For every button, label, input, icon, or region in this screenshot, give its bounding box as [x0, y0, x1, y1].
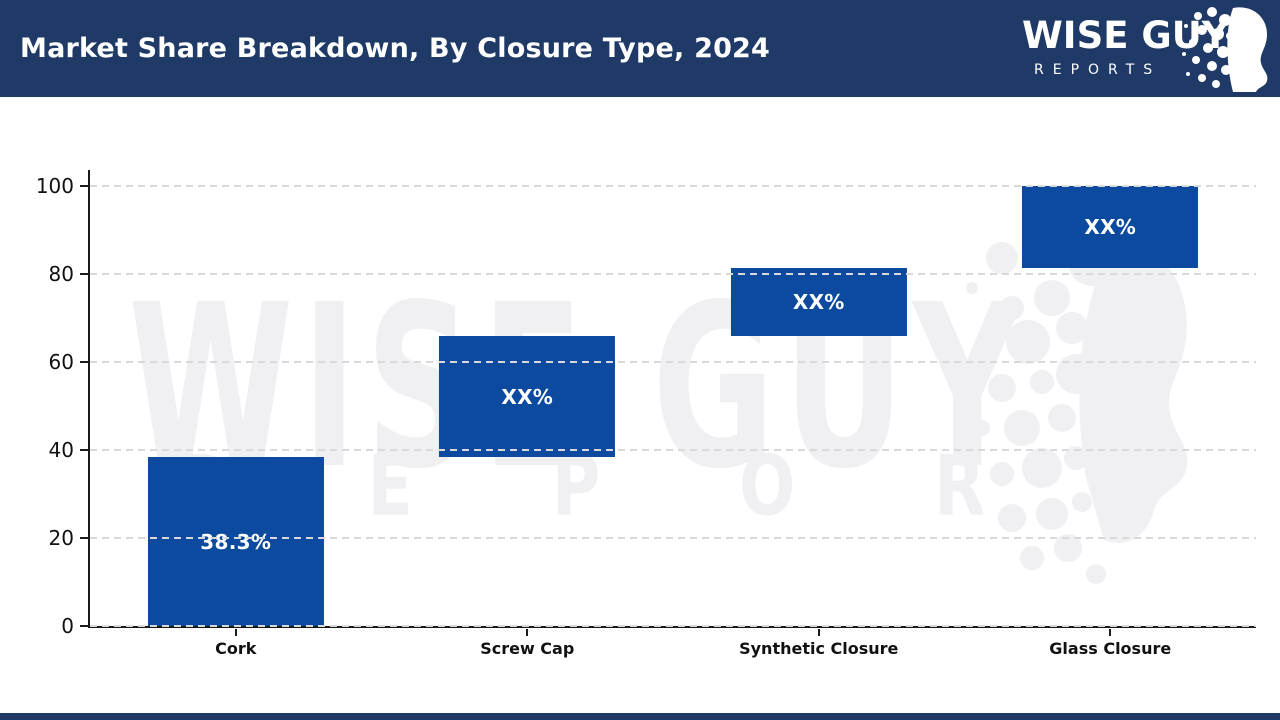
- bar-cork: 38.3%: [147, 457, 324, 626]
- bar-screw-cap: XX%: [439, 335, 616, 458]
- y-tick-label: 40: [48, 438, 74, 462]
- gridline-0: [90, 625, 1256, 627]
- plot-area: 0 20 40 60 80 100 38.3% Cork XX% Screw Cap XX% Synt…: [36, 174, 1256, 658]
- y-tick-label: 0: [61, 614, 74, 638]
- x-tick-mark: [234, 629, 237, 636]
- gridline-20: [90, 537, 1256, 539]
- y-tick-label: 20: [48, 526, 74, 550]
- logo-brand-subtext: REPORTS: [1034, 62, 1161, 78]
- bar-value-label: XX%: [501, 384, 554, 409]
- wiseguy-logo: WISE GUY REPORTS: [1022, 7, 1268, 92]
- chart-axes: 0 20 40 60 80 100 38.3% Cork XX% Screw Cap XX% Synt…: [36, 170, 1256, 658]
- y-tick-label: 60: [48, 350, 74, 374]
- y-tick-mark: [80, 185, 88, 187]
- bar-value-label: 38.3%: [200, 529, 272, 554]
- x-category-label-cork: Cork: [215, 639, 257, 658]
- gridline-40: [90, 449, 1256, 451]
- chart-title: Market Share Breakdown, By Closure Type,…: [20, 33, 771, 64]
- logo-brand-text: WISE GUY: [1022, 14, 1230, 57]
- x-category-label-synthetic-closure: Synthetic Closure: [739, 639, 899, 658]
- y-tick-mark: [80, 537, 88, 539]
- y-tick-label: 80: [48, 262, 74, 286]
- gridline-80: [90, 273, 1256, 275]
- header-banner: Market Share Breakdown, By Closure Type,…: [0, 0, 1280, 97]
- x-tick-mark: [1109, 629, 1112, 636]
- gridline-100: [90, 185, 1256, 187]
- bar-synthetic-closure: XX%: [730, 268, 907, 336]
- bar-glass-closure: XX%: [1022, 186, 1199, 269]
- bar-value-label: XX%: [792, 289, 845, 314]
- y-tick-mark: [80, 625, 88, 627]
- y-tick-label: 100: [35, 174, 74, 198]
- y-tick-mark: [80, 273, 88, 275]
- x-tick-mark: [817, 629, 820, 636]
- logo-head-icon: [1182, 7, 1268, 92]
- gridline-60: [90, 361, 1256, 363]
- y-tick-mark: [80, 361, 88, 363]
- bar-value-label: XX%: [1084, 215, 1137, 240]
- footer-bar: [0, 713, 1280, 720]
- x-category-label-glass-closure: Glass Closure: [1049, 639, 1172, 658]
- y-tick-mark: [80, 449, 88, 451]
- x-category-label-screw-cap: Screw Cap: [480, 639, 575, 658]
- x-tick-mark: [526, 629, 529, 636]
